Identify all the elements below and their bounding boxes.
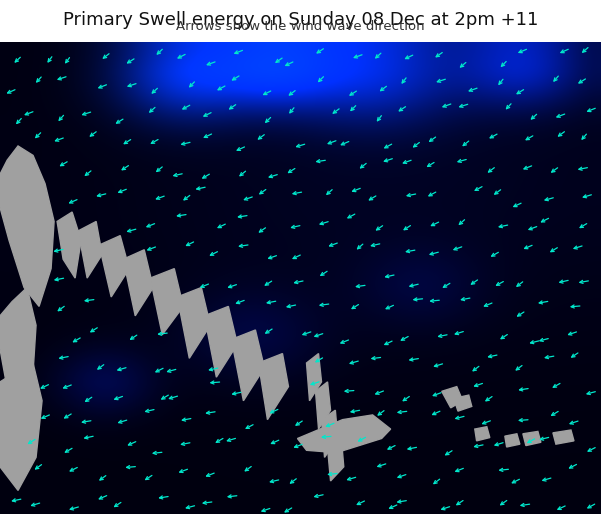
Text: Primary Swell energy on Sunday 08 Dec at 2pm +11: Primary Swell energy on Sunday 08 Dec at… [63, 10, 538, 29]
Polygon shape [57, 212, 81, 278]
Polygon shape [475, 427, 490, 441]
Polygon shape [297, 415, 391, 453]
Polygon shape [231, 330, 264, 401]
Polygon shape [258, 354, 288, 419]
Polygon shape [123, 250, 153, 316]
Polygon shape [505, 434, 520, 447]
Polygon shape [150, 269, 183, 335]
Polygon shape [0, 146, 54, 306]
Polygon shape [177, 287, 210, 358]
Polygon shape [99, 235, 129, 297]
Polygon shape [442, 387, 463, 408]
Polygon shape [78, 222, 102, 278]
Polygon shape [523, 431, 541, 446]
Polygon shape [322, 410, 338, 457]
Polygon shape [0, 287, 36, 396]
Polygon shape [204, 306, 237, 377]
Polygon shape [328, 438, 344, 481]
Polygon shape [316, 382, 331, 429]
Polygon shape [0, 363, 42, 490]
Text: Arrows show the wind wave direction: Arrows show the wind wave direction [176, 20, 425, 33]
Polygon shape [553, 430, 574, 444]
Polygon shape [454, 395, 472, 411]
Polygon shape [307, 354, 322, 401]
